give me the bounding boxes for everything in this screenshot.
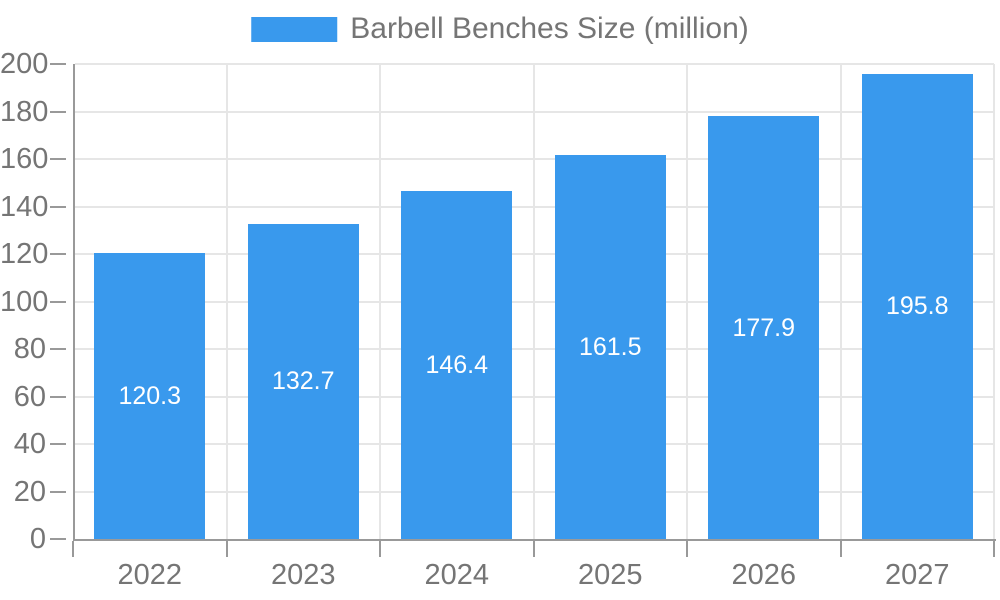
y-gridline bbox=[75, 300, 994, 303]
y-axis-tick bbox=[50, 63, 66, 65]
bar-value-label: 132.7 bbox=[271, 367, 335, 396]
bar-2026[interactable] bbox=[708, 116, 820, 539]
x-axis-line bbox=[73, 539, 996, 541]
y-axis-label: 80 bbox=[13, 333, 46, 365]
y-axis-label: 160 bbox=[0, 143, 49, 175]
y-gridline bbox=[75, 490, 994, 493]
y-axis-tick bbox=[50, 253, 66, 255]
y-axis-line bbox=[73, 64, 75, 541]
y-axis-label: 60 bbox=[13, 380, 46, 413]
y-gridline bbox=[75, 395, 994, 398]
x-axis-tick bbox=[532, 541, 535, 557]
x-axis-label: 2027 bbox=[884, 559, 950, 591]
y-gridline bbox=[75, 158, 994, 160]
y-axis-tick bbox=[50, 490, 66, 493]
y-axis-tick bbox=[50, 348, 66, 350]
y-axis-tick bbox=[50, 538, 66, 540]
x-axis-tick bbox=[225, 541, 228, 557]
x-axis-label: 2026 bbox=[731, 559, 796, 591]
bar-value-label: 120.3 bbox=[118, 382, 182, 411]
x-axis-tick bbox=[686, 541, 688, 557]
x-axis-tick bbox=[379, 541, 381, 557]
x-gridline bbox=[379, 64, 381, 539]
y-axis-label: 140 bbox=[0, 190, 49, 223]
y-gridline bbox=[75, 348, 994, 350]
legend[interactable]: Barbell Benches Size (million) bbox=[251, 12, 749, 46]
y-axis-label: 180 bbox=[0, 95, 49, 128]
y-axis-label: 120 bbox=[0, 238, 49, 270]
legend-label: Barbell Benches Size (million) bbox=[350, 12, 749, 45]
x-gridline bbox=[686, 64, 688, 539]
bar-2022[interactable] bbox=[94, 253, 206, 539]
y-axis-tick bbox=[50, 158, 66, 160]
legend-swatch bbox=[251, 16, 338, 42]
y-gridline bbox=[75, 253, 994, 255]
bar-value-label: 146.4 bbox=[425, 351, 489, 380]
x-axis-label: 2025 bbox=[577, 559, 643, 591]
x-axis-label: 2024 bbox=[424, 559, 489, 591]
bar-2025[interactable] bbox=[554, 155, 666, 539]
y-axis-label: 0 bbox=[29, 523, 46, 555]
y-axis-label: 40 bbox=[13, 428, 46, 460]
x-axis-tick bbox=[839, 541, 842, 557]
y-axis-label: 100 bbox=[0, 285, 49, 318]
bar-value-label: 195.8 bbox=[885, 292, 949, 321]
y-axis-label: 20 bbox=[13, 475, 46, 508]
x-axis-label: 2022 bbox=[117, 559, 182, 591]
y-gridline bbox=[75, 205, 994, 208]
y-axis-tick bbox=[50, 443, 66, 445]
y-gridline bbox=[75, 110, 994, 113]
bar-value-label: 177.9 bbox=[732, 313, 796, 342]
y-gridline bbox=[75, 63, 994, 65]
bar-2024[interactable] bbox=[401, 191, 513, 539]
y-axis-tick bbox=[50, 110, 66, 113]
y-gridline bbox=[75, 443, 994, 445]
y-axis-tick bbox=[50, 300, 66, 303]
x-gridline bbox=[993, 64, 995, 539]
x-axis-tick bbox=[993, 541, 995, 557]
bar-2023[interactable] bbox=[247, 223, 359, 539]
x-gridline bbox=[532, 64, 535, 539]
x-axis-tick bbox=[72, 541, 74, 557]
y-axis-tick bbox=[50, 395, 66, 398]
bar-2027[interactable] bbox=[861, 73, 973, 539]
y-axis-tick bbox=[50, 205, 66, 208]
x-gridline bbox=[839, 64, 842, 539]
y-axis-label: 200 bbox=[0, 48, 49, 80]
bar-value-label: 161.5 bbox=[578, 333, 642, 362]
x-axis-label: 2023 bbox=[270, 559, 336, 591]
x-gridline bbox=[225, 64, 228, 539]
